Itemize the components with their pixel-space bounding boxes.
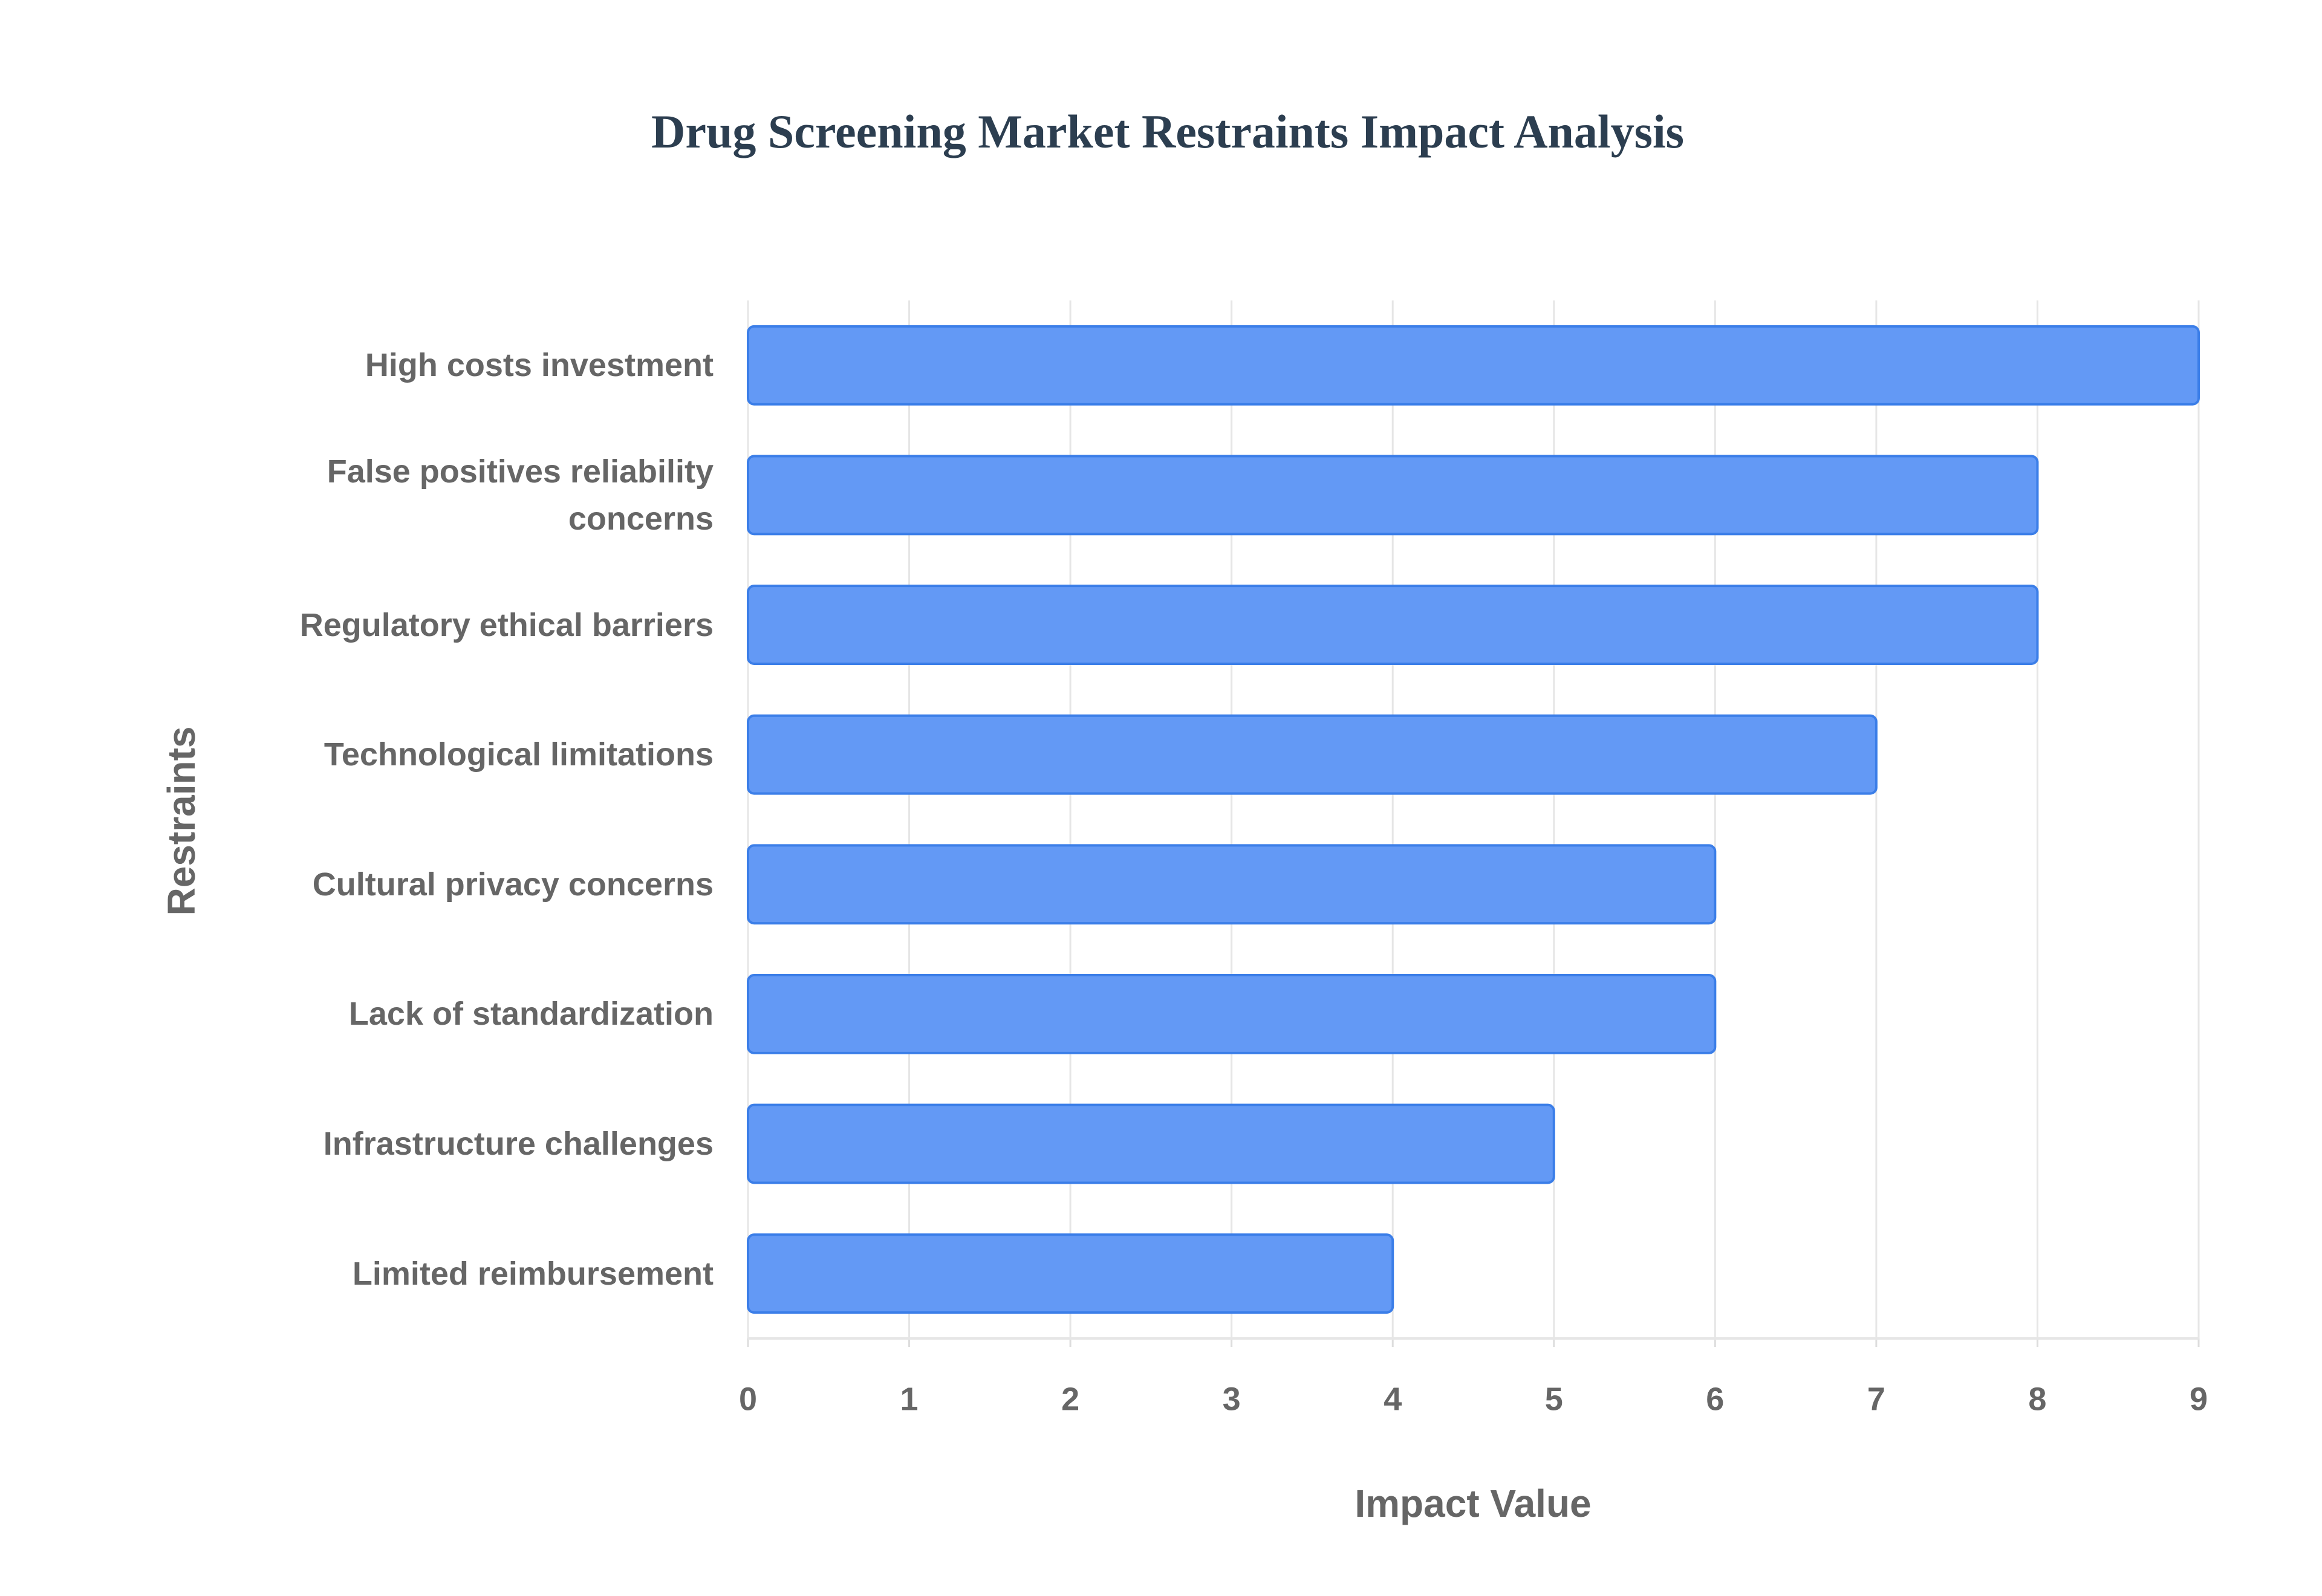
y-tick-label: Infrastructure challenges xyxy=(323,1126,714,1163)
x-tick-label: 8 xyxy=(2028,1381,2046,1417)
x-tick-label: 3 xyxy=(1223,1381,1241,1417)
x-tick-label: 5 xyxy=(1545,1381,1563,1417)
bar xyxy=(747,585,2039,665)
y-tick-label: Regulatory ethical barriers xyxy=(299,606,714,643)
bar xyxy=(747,455,2039,536)
x-tick-label: 1 xyxy=(900,1381,919,1417)
bar xyxy=(747,325,2200,406)
y-tick-label: High costs investment xyxy=(365,347,714,384)
chart-title: Drug Screening Market Restraints Impact … xyxy=(651,105,1684,158)
x-tick-label: 4 xyxy=(1384,1381,1402,1417)
bar xyxy=(747,1103,1555,1184)
x-tick-label: 0 xyxy=(739,1381,757,1417)
bar xyxy=(747,844,1717,925)
bar xyxy=(747,714,1878,795)
x-tick-label: 9 xyxy=(2190,1381,2208,1417)
y-tick-label: Lack of standardization xyxy=(348,996,714,1033)
y-axis-title: Restraints xyxy=(160,727,203,916)
x-axis-title: Impact Value xyxy=(1354,1482,1591,1525)
y-tick-label: Technological limitations xyxy=(324,736,714,773)
x-tick-label: 2 xyxy=(1061,1381,1079,1417)
x-tick-label: 6 xyxy=(1706,1381,1724,1417)
y-tick-label: Limited reimbursement xyxy=(352,1255,714,1292)
y-tick-label: False positives reliability concerns xyxy=(327,453,714,537)
y-tick-label: Cultural privacy concerns xyxy=(312,866,714,903)
bar xyxy=(747,1233,1394,1314)
x-tick-label: 7 xyxy=(1867,1381,1885,1417)
bar xyxy=(747,974,1717,1054)
